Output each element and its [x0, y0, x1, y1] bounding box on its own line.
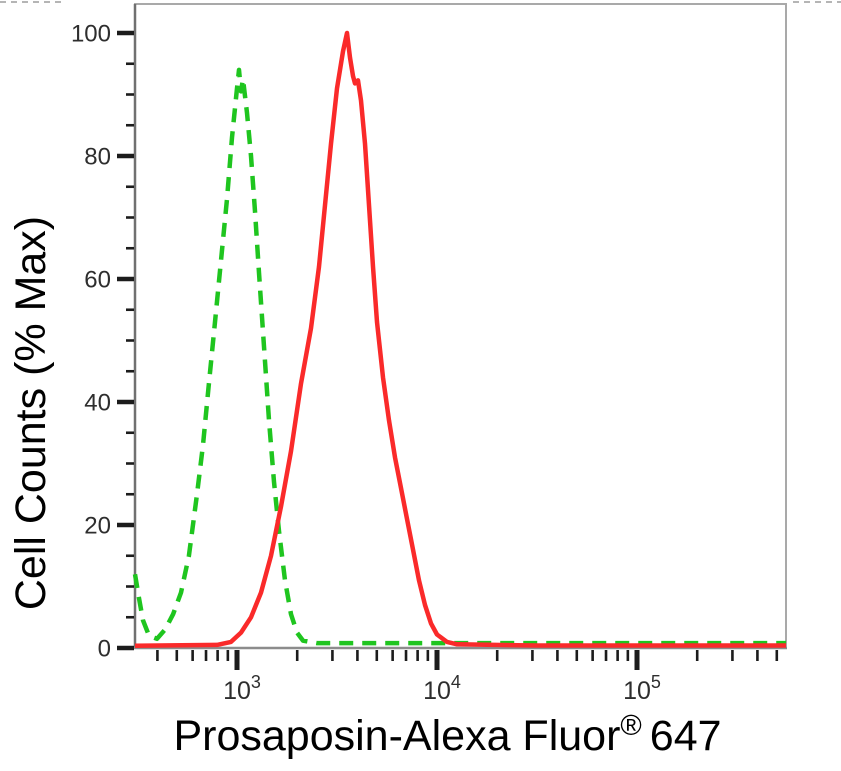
y-tick-label: 80 — [84, 144, 111, 171]
y-tick-labels: 0 20 40 60 80 100 — [71, 21, 111, 663]
y-tick-label: 100 — [71, 21, 111, 48]
y-tick-label: 0 — [98, 636, 111, 663]
x-tick-label: 104 — [423, 672, 461, 705]
x-tick-labels: 103 104 105 — [223, 672, 661, 705]
x-axis-title-number: 647 — [649, 712, 722, 760]
registered-trademark-icon: ® — [620, 710, 642, 742]
x-tick-label: 105 — [623, 672, 661, 705]
x-axis-title: Prosaposin-Alexa Fluor® 647 — [27, 710, 841, 761]
y-tick-label: 20 — [84, 513, 111, 540]
x-axis-ticks — [156, 650, 779, 670]
y-axis-title: Cell Counts (% Max) — [7, 215, 55, 611]
y-tick-label: 60 — [84, 267, 111, 294]
x-tick-label: 103 — [223, 672, 261, 705]
x-axis-title-text: Prosaposin-Alexa Fluor — [173, 712, 621, 760]
y-axis-ticks — [117, 30, 134, 651]
y-tick-label: 40 — [84, 390, 111, 417]
green-dashed-curve — [132, 67, 786, 646]
red-solid-curve — [134, 30, 786, 649]
